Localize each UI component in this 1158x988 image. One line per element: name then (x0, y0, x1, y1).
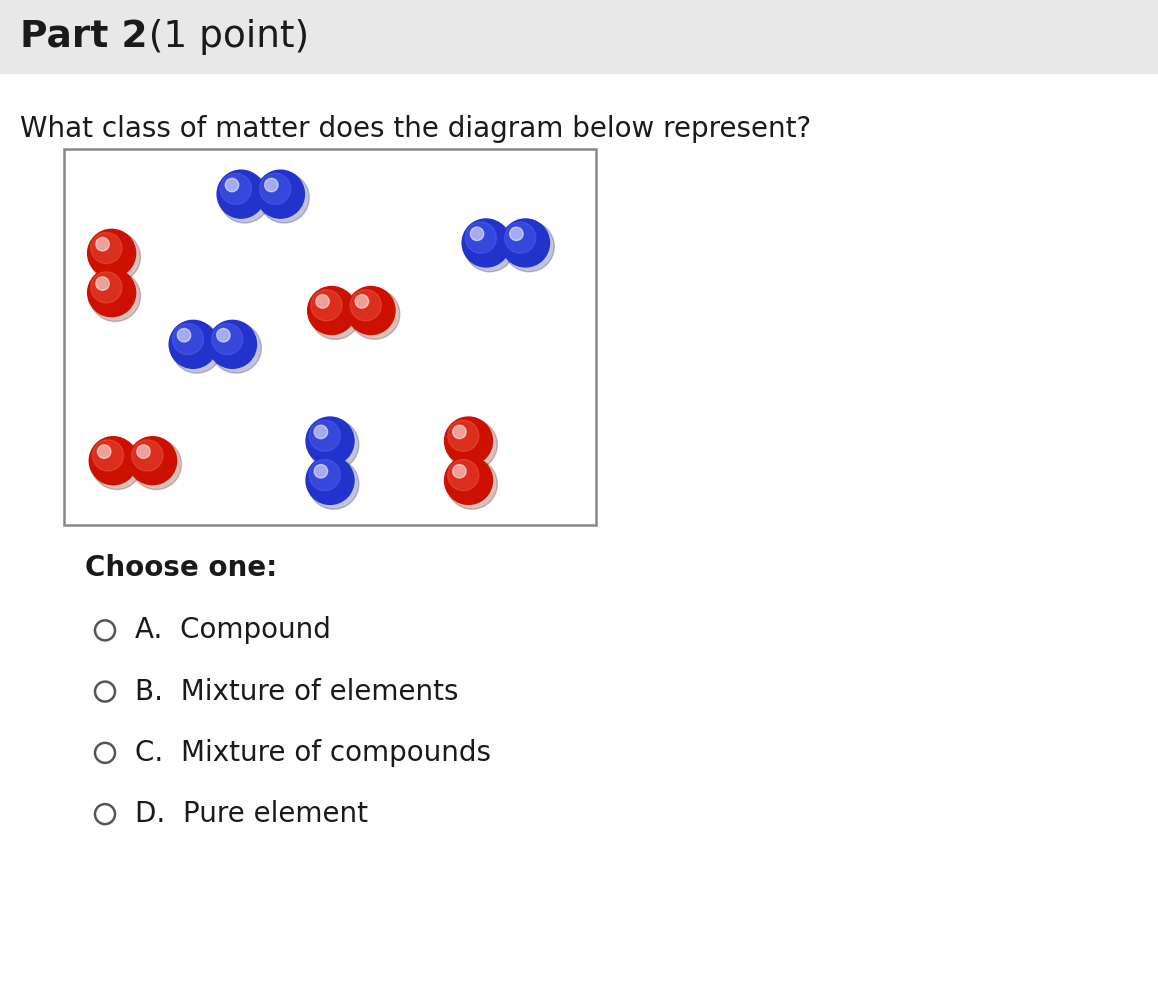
Circle shape (314, 425, 328, 439)
Circle shape (96, 277, 109, 290)
Ellipse shape (220, 173, 270, 223)
Circle shape (308, 287, 356, 335)
Circle shape (347, 287, 395, 335)
Ellipse shape (91, 439, 142, 489)
Circle shape (90, 232, 122, 264)
Bar (64, 149, 596, 525)
Text: D.  Pure element: D. Pure element (135, 800, 368, 828)
Ellipse shape (308, 420, 359, 470)
Circle shape (256, 170, 305, 218)
Circle shape (306, 417, 354, 465)
Circle shape (88, 269, 135, 317)
Circle shape (505, 222, 536, 253)
Circle shape (220, 173, 251, 205)
Text: B.  Mixture of elements: B. Mixture of elements (135, 678, 459, 705)
Circle shape (88, 229, 135, 278)
Ellipse shape (464, 221, 515, 272)
Circle shape (177, 328, 191, 342)
Ellipse shape (131, 439, 182, 489)
Text: (1 point): (1 point) (125, 19, 309, 55)
Circle shape (90, 272, 122, 303)
Circle shape (217, 328, 230, 342)
Ellipse shape (90, 232, 140, 283)
Circle shape (445, 456, 492, 505)
Circle shape (510, 227, 523, 240)
Circle shape (501, 219, 550, 267)
Text: Part 2: Part 2 (20, 19, 147, 55)
Circle shape (259, 173, 291, 205)
Circle shape (173, 323, 204, 355)
Ellipse shape (447, 458, 497, 509)
Ellipse shape (447, 420, 497, 470)
Circle shape (137, 445, 151, 458)
Circle shape (169, 320, 218, 369)
Circle shape (208, 320, 257, 369)
Circle shape (314, 464, 328, 478)
Circle shape (93, 440, 124, 471)
Circle shape (453, 425, 467, 439)
Circle shape (466, 222, 497, 253)
Circle shape (265, 178, 278, 192)
Bar (0, 0, 1158, 74)
Circle shape (309, 420, 340, 452)
Circle shape (97, 445, 111, 458)
Ellipse shape (310, 288, 360, 339)
Circle shape (132, 440, 163, 471)
Circle shape (217, 170, 265, 218)
Text: A.  Compound: A. Compound (135, 617, 331, 644)
Circle shape (356, 294, 368, 308)
Ellipse shape (211, 323, 262, 373)
Circle shape (310, 289, 342, 321)
Circle shape (212, 323, 243, 355)
Circle shape (95, 804, 115, 824)
Circle shape (445, 417, 492, 465)
Ellipse shape (350, 288, 400, 339)
Circle shape (448, 420, 479, 452)
Circle shape (96, 237, 109, 251)
Ellipse shape (308, 458, 359, 509)
Circle shape (95, 620, 115, 640)
Text: C.  Mixture of compounds: C. Mixture of compounds (135, 739, 491, 767)
Text: Choose one:: Choose one: (85, 554, 277, 582)
Circle shape (448, 459, 479, 491)
Circle shape (129, 437, 177, 485)
Circle shape (95, 682, 115, 701)
Ellipse shape (90, 271, 140, 321)
Circle shape (89, 437, 138, 485)
Circle shape (453, 464, 467, 478)
Text: What class of matter does the diagram below represent?: What class of matter does the diagram be… (20, 115, 812, 143)
Circle shape (306, 456, 354, 505)
Ellipse shape (171, 323, 222, 373)
Circle shape (316, 294, 329, 308)
Circle shape (309, 459, 340, 491)
Ellipse shape (259, 173, 309, 223)
Circle shape (350, 289, 381, 321)
Circle shape (462, 219, 511, 267)
Ellipse shape (504, 221, 555, 272)
Circle shape (95, 743, 115, 763)
Circle shape (470, 227, 484, 240)
Circle shape (226, 178, 239, 192)
